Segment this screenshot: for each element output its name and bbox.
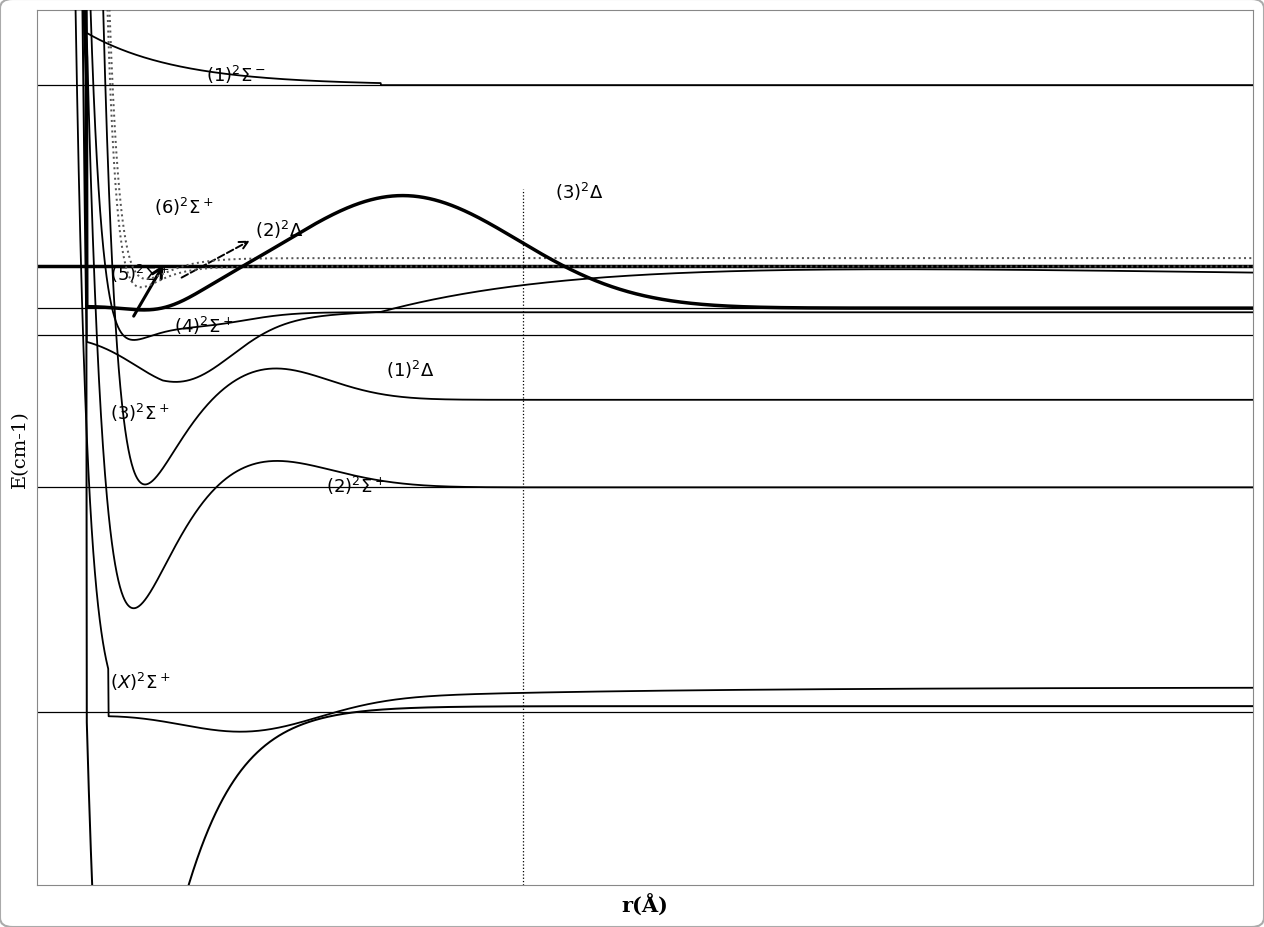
Text: $(2)^2\Delta$: $(2)^2\Delta$ xyxy=(255,219,303,241)
Text: $(2)^2\Sigma^+$: $(2)^2\Sigma^+$ xyxy=(326,475,386,497)
Text: $(X)^2\Sigma^+$: $(X)^2\Sigma^+$ xyxy=(110,670,171,692)
Text: $(3)^2\Delta$: $(3)^2\Delta$ xyxy=(555,181,604,203)
X-axis label: r(Å): r(Å) xyxy=(622,894,669,916)
Text: $(6)^2\Sigma^+$: $(6)^2\Sigma^+$ xyxy=(154,196,214,218)
Text: $(4)^2\Sigma^+$: $(4)^2\Sigma^+$ xyxy=(173,314,233,337)
Text: $(3)^2\Sigma^+$: $(3)^2\Sigma^+$ xyxy=(110,401,169,424)
Y-axis label: E(cm-1): E(cm-1) xyxy=(11,410,29,487)
Text: $(5)^2\Sigma^+$: $(5)^2\Sigma^+$ xyxy=(110,262,169,285)
Text: $(1)^2\Sigma^-$: $(1)^2\Sigma^-$ xyxy=(206,64,265,86)
Text: $(1)^2\Delta$: $(1)^2\Delta$ xyxy=(387,358,435,380)
